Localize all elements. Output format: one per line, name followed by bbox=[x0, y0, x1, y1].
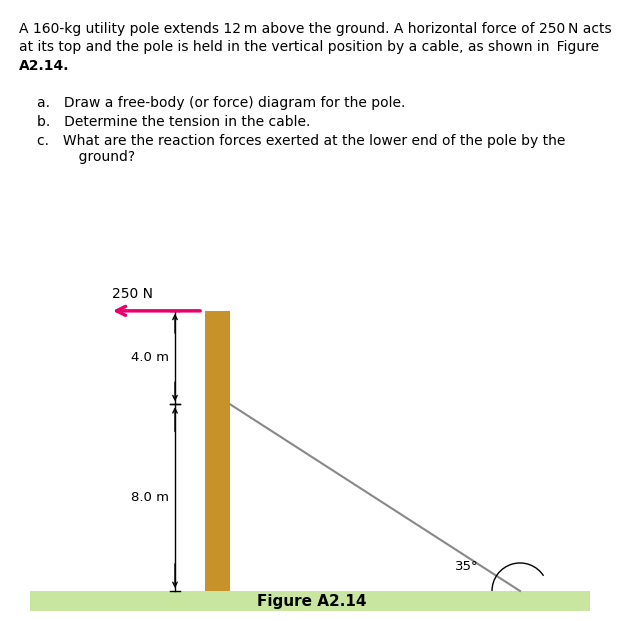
Bar bbox=[30, 591, 590, 611]
Text: Figure A2.14: Figure A2.14 bbox=[257, 594, 367, 609]
Text: a. Draw a free-body (or force) diagram for the pole.: a. Draw a free-body (or force) diagram f… bbox=[37, 96, 406, 111]
Text: 35°: 35° bbox=[455, 560, 479, 573]
Text: 8.0 m: 8.0 m bbox=[131, 491, 169, 504]
Text: A 160-kg utility pole extends 12 m above the ground. A horizontal force of 250 N: A 160-kg utility pole extends 12 m above… bbox=[19, 22, 612, 36]
Text: at its top and the pole is held in the vertical position by a cable, as shown in: at its top and the pole is held in the v… bbox=[19, 40, 599, 55]
Text: 4.0 m: 4.0 m bbox=[131, 351, 169, 364]
Text: 250 N: 250 N bbox=[112, 287, 153, 301]
Text: ground?: ground? bbox=[37, 150, 135, 165]
Text: A2.14.: A2.14. bbox=[19, 59, 69, 73]
Text: b. Determine the tension in the cable.: b. Determine the tension in the cable. bbox=[37, 115, 311, 129]
Bar bbox=[205, 311, 230, 591]
Text: c. What are the reaction forces exerted at the lower end of the pole by the: c. What are the reaction forces exerted … bbox=[37, 134, 566, 148]
